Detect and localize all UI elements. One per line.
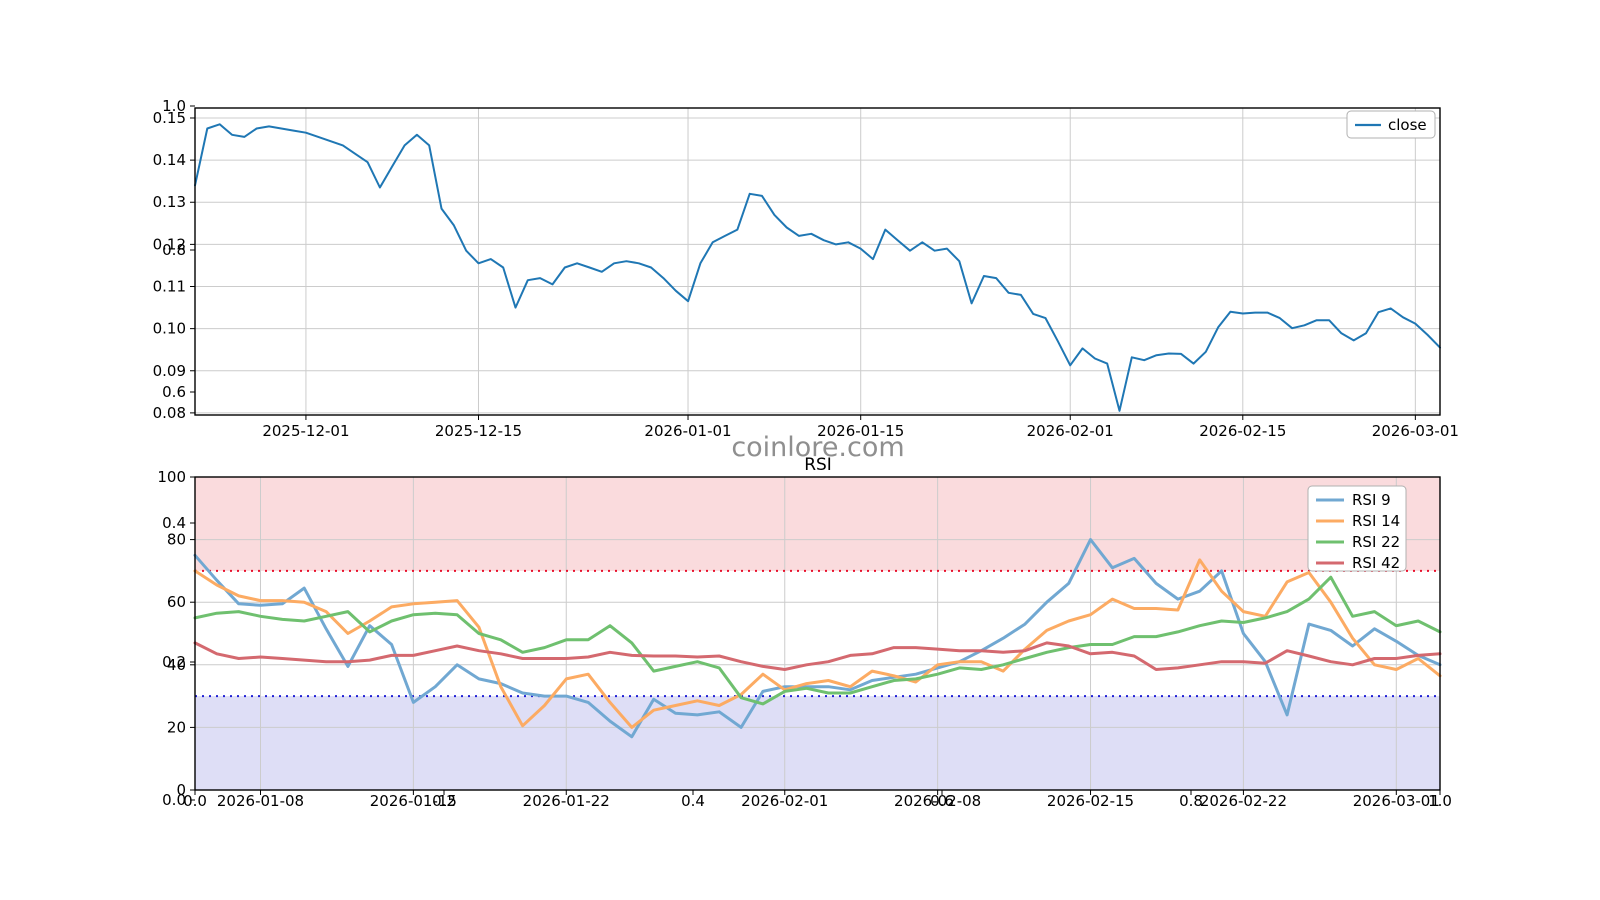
y-tick-label: 0.14 [153,151,186,169]
overlay-y-tick-label: 0.0 [162,791,186,809]
watermark: coinlore.com [731,432,904,463]
rsi-subplot-title: RSI [804,455,832,475]
rsi-chart: 100 80 60 40 20 0 2026-01-08 2026-01-15 2026-01-… [157,468,1442,810]
legend-label-rsi-42: RSI 42 [1352,554,1400,572]
oversold-band [195,696,1440,790]
y-tick-label: 80 [167,531,186,549]
x-tick-label: 2026-01-08 [217,792,304,810]
y-tick-label: 0.10 [153,320,186,338]
y-tick-label: 20 [167,718,186,736]
axes-spine [194,476,1441,791]
legend-label-rsi-14: RSI 14 [1352,512,1400,530]
series-line-close [194,123,1441,412]
overlay-x-tick-label: 1.0 [1428,792,1452,810]
x-tick-label: 2026-01-15 [370,792,457,810]
legend-label-rsi-22: RSI 22 [1352,533,1400,551]
x-tick-label: 2025-12-01 [262,422,349,440]
legend-box [1307,485,1407,572]
y-tick-label: 0.11 [153,278,186,296]
price-legend: close [1346,110,1436,139]
x-tick-label: 2026-01-22 [523,792,610,810]
x-tick-label: 2026-02-01 [1027,422,1114,440]
x-tick-label: 2026-02-08 [894,792,981,810]
axes-spine [194,107,1441,416]
series-line-rsi-14 [193,558,1442,729]
series-line-rsi-42 [193,641,1442,671]
y-tick-label: 0.08 [153,404,186,422]
overlay-x-tick-label: 0.2 [432,792,456,810]
y-tick-label: 100 [157,468,186,486]
x-tick-label: 2026-02-15 [1199,422,1286,440]
overbought-band [195,477,1440,571]
overlay-y-tick-label: 0.2 [162,653,186,671]
overlay-x-tick-label: 0.8 [1179,792,1203,810]
x-tick-label: 2026-01-15 [817,422,904,440]
x-tick-label: 2026-01-01 [644,422,731,440]
overlay-x-tick-label: 0.0 [183,792,207,810]
overlay-x-tick-label: 0.6 [930,792,954,810]
overlay-x-tick-label: 0.4 [681,792,705,810]
price-chart: 0.15 0.14 0.13 0.12 0.11 0.10 0.09 0.08 2025-12-… [153,107,1459,440]
y-tick-label: 0.12 [153,235,186,253]
y-tick-label: 0 [176,781,186,799]
overlay-y-tick-label: 0.4 [162,514,186,532]
x-tick-label: 2026-03-01 [1372,422,1459,440]
rsi-legend: RSI 9 RSI 14 RSI 22 RSI 42 [1307,485,1407,572]
overlay-y-tick-label: 1.0 [162,97,186,115]
x-tick-label: 2026-02-15 [1047,792,1134,810]
overlay-y-tick-label: 0.6 [162,383,186,401]
overlay-axis-labels: 0.0 0.2 0.4 0.6 0.8 1.0 1.0 0.8 0.6 0.4 0.2 0.0 [162,97,1452,810]
legend-label-close: close [1388,116,1427,134]
y-tick-label: 60 [167,593,186,611]
x-tick-label: 2026-03-01 [1353,792,1440,810]
series-line-rsi-22 [193,575,1442,706]
legend-label-rsi-9: RSI 9 [1352,491,1391,509]
x-tick-label: 2026-02-22 [1200,792,1287,810]
y-tick-label: 40 [167,656,186,674]
y-tick-label: 0.13 [153,193,186,211]
y-tick-label: 0.09 [153,362,186,380]
x-tick-label: 2025-12-15 [435,422,522,440]
legend-box [1346,110,1436,139]
x-tick-label: 2026-02-01 [741,792,828,810]
y-tick-label: 0.15 [153,109,186,127]
overlay-y-tick-label: 0.8 [162,241,186,259]
